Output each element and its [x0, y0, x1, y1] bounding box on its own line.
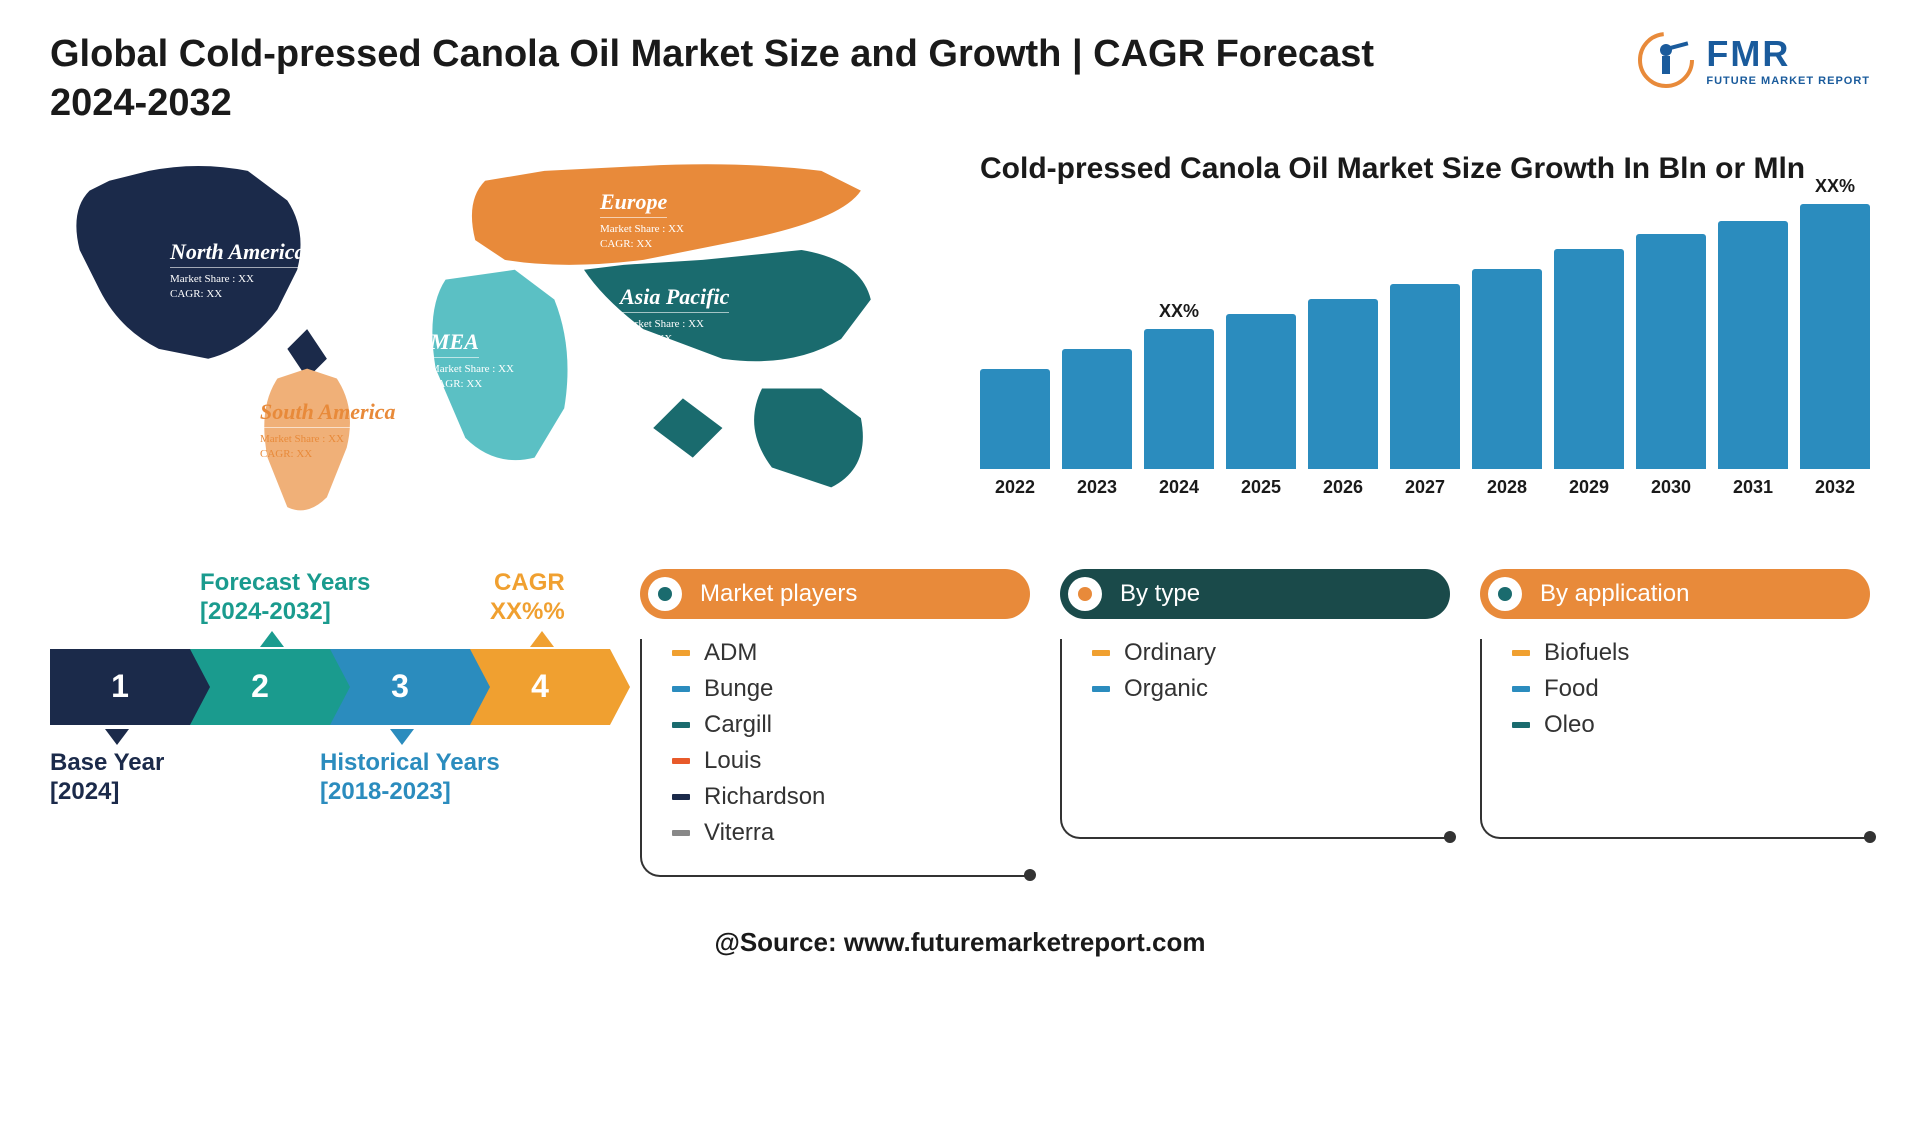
info-list: Ordinary Organic [1060, 639, 1450, 839]
page-title: Global Cold-pressed Canola Oil Market Si… [50, 30, 1450, 129]
cagr-label: CAGR XX%% [490, 569, 565, 627]
list-item: Viterra [672, 819, 1010, 847]
list-item: Louis [672, 747, 1010, 775]
world-map: North AmericaMarket Share : XXCAGR: XX So… [50, 149, 940, 529]
bar-2030: 2030 [1636, 234, 1706, 498]
info-box-by-type: By type.info-box:nth-child(2) .info-head… [1060, 569, 1450, 877]
list-item: Oleo [1512, 711, 1850, 739]
bullet-icon [672, 758, 690, 764]
timeline-seg-4: 4 [470, 649, 610, 725]
bar-2031: 2031 [1718, 221, 1788, 498]
list-item: ADM [672, 639, 1010, 667]
bar-2029: 2029 [1554, 249, 1624, 498]
bar-2023: 2023 [1062, 349, 1132, 498]
bar-2025: 2025 [1226, 314, 1296, 498]
list-item: Ordinary [1092, 639, 1430, 667]
bullet-icon [672, 686, 690, 692]
chart-title: Cold-pressed Canola Oil Market Size Grow… [980, 149, 1870, 188]
list-item: Richardson [672, 783, 1010, 811]
bullet-icon [1092, 650, 1110, 656]
hist-arrow-icon [390, 729, 414, 745]
bar-2022: 2022 [980, 369, 1050, 498]
growth-chart: Cold-pressed Canola Oil Market Size Grow… [980, 149, 1870, 529]
bullet-icon [1512, 650, 1530, 656]
bullet-icon [672, 650, 690, 656]
region-label-south-america: South AmericaMarket Share : XXCAGR: XX [260, 399, 396, 463]
forecast-label: Forecast Years [2024-2032] [200, 569, 370, 627]
region-label-europe: EuropeMarket Share : XXCAGR: XX [600, 189, 684, 253]
bar-2027: 2027 [1390, 284, 1460, 498]
bar-2032: XX%2032 [1800, 204, 1870, 498]
timeline-seg-2: 2 [190, 649, 330, 725]
info-header: By application [1480, 569, 1870, 619]
list-item: Cargill [672, 711, 1010, 739]
fmr-logo-icon [1636, 30, 1696, 90]
region-label-north-america: North AmericaMarket Share : XXCAGR: XX [170, 239, 305, 303]
logo-sub: FUTURE MARKET REPORT [1706, 75, 1870, 87]
timeline: Forecast Years [2024-2032] CAGR XX%% 123… [50, 569, 610, 725]
source-line: @Source: www.futuremarketreport.com [50, 927, 1870, 958]
forecast-arrow-icon [260, 631, 284, 647]
list-item: Food [1512, 675, 1850, 703]
info-header: By type [1060, 569, 1450, 619]
list-item: Bunge [672, 675, 1010, 703]
info-box-market-players: Market players.info-box:nth-child(1) .in… [640, 569, 1030, 877]
bullet-icon [672, 722, 690, 728]
bullet-icon [1092, 686, 1110, 692]
bar-2028: 2028 [1472, 269, 1542, 498]
logo-main: FMR [1706, 33, 1870, 75]
base-arrow-icon [105, 729, 129, 745]
list-item: Organic [1092, 675, 1430, 703]
base-label: Base Year [2024] [50, 749, 164, 807]
logo: FMR FUTURE MARKET REPORT [1636, 30, 1870, 90]
bullet-icon [1512, 722, 1530, 728]
bar-2024: XX%2024 [1144, 329, 1214, 498]
hist-label: Historical Years [2018-2023] [320, 749, 500, 807]
info-list: ADM Bunge Cargill Louis Richardson Viterra [640, 639, 1030, 877]
list-item: Biofuels [1512, 639, 1850, 667]
timeline-seg-1: 1 [50, 649, 190, 725]
region-label-asia-pacific: Asia PacificMarket Share : XXCAGR: XX [620, 284, 729, 348]
bullet-icon [1512, 686, 1530, 692]
info-box-by-application: By application.info-box:nth-child(3) .in… [1480, 569, 1870, 877]
info-header: Market players [640, 569, 1030, 619]
info-list: Biofuels Food Oleo [1480, 639, 1870, 839]
cagr-arrow-icon [530, 631, 554, 647]
bullet-icon [672, 794, 690, 800]
bar-2026: 2026 [1308, 299, 1378, 498]
region-label-mea: MEAMarket Share : XXCAGR: XX [430, 329, 514, 393]
timeline-seg-3: 3 [330, 649, 470, 725]
bullet-icon [672, 830, 690, 836]
